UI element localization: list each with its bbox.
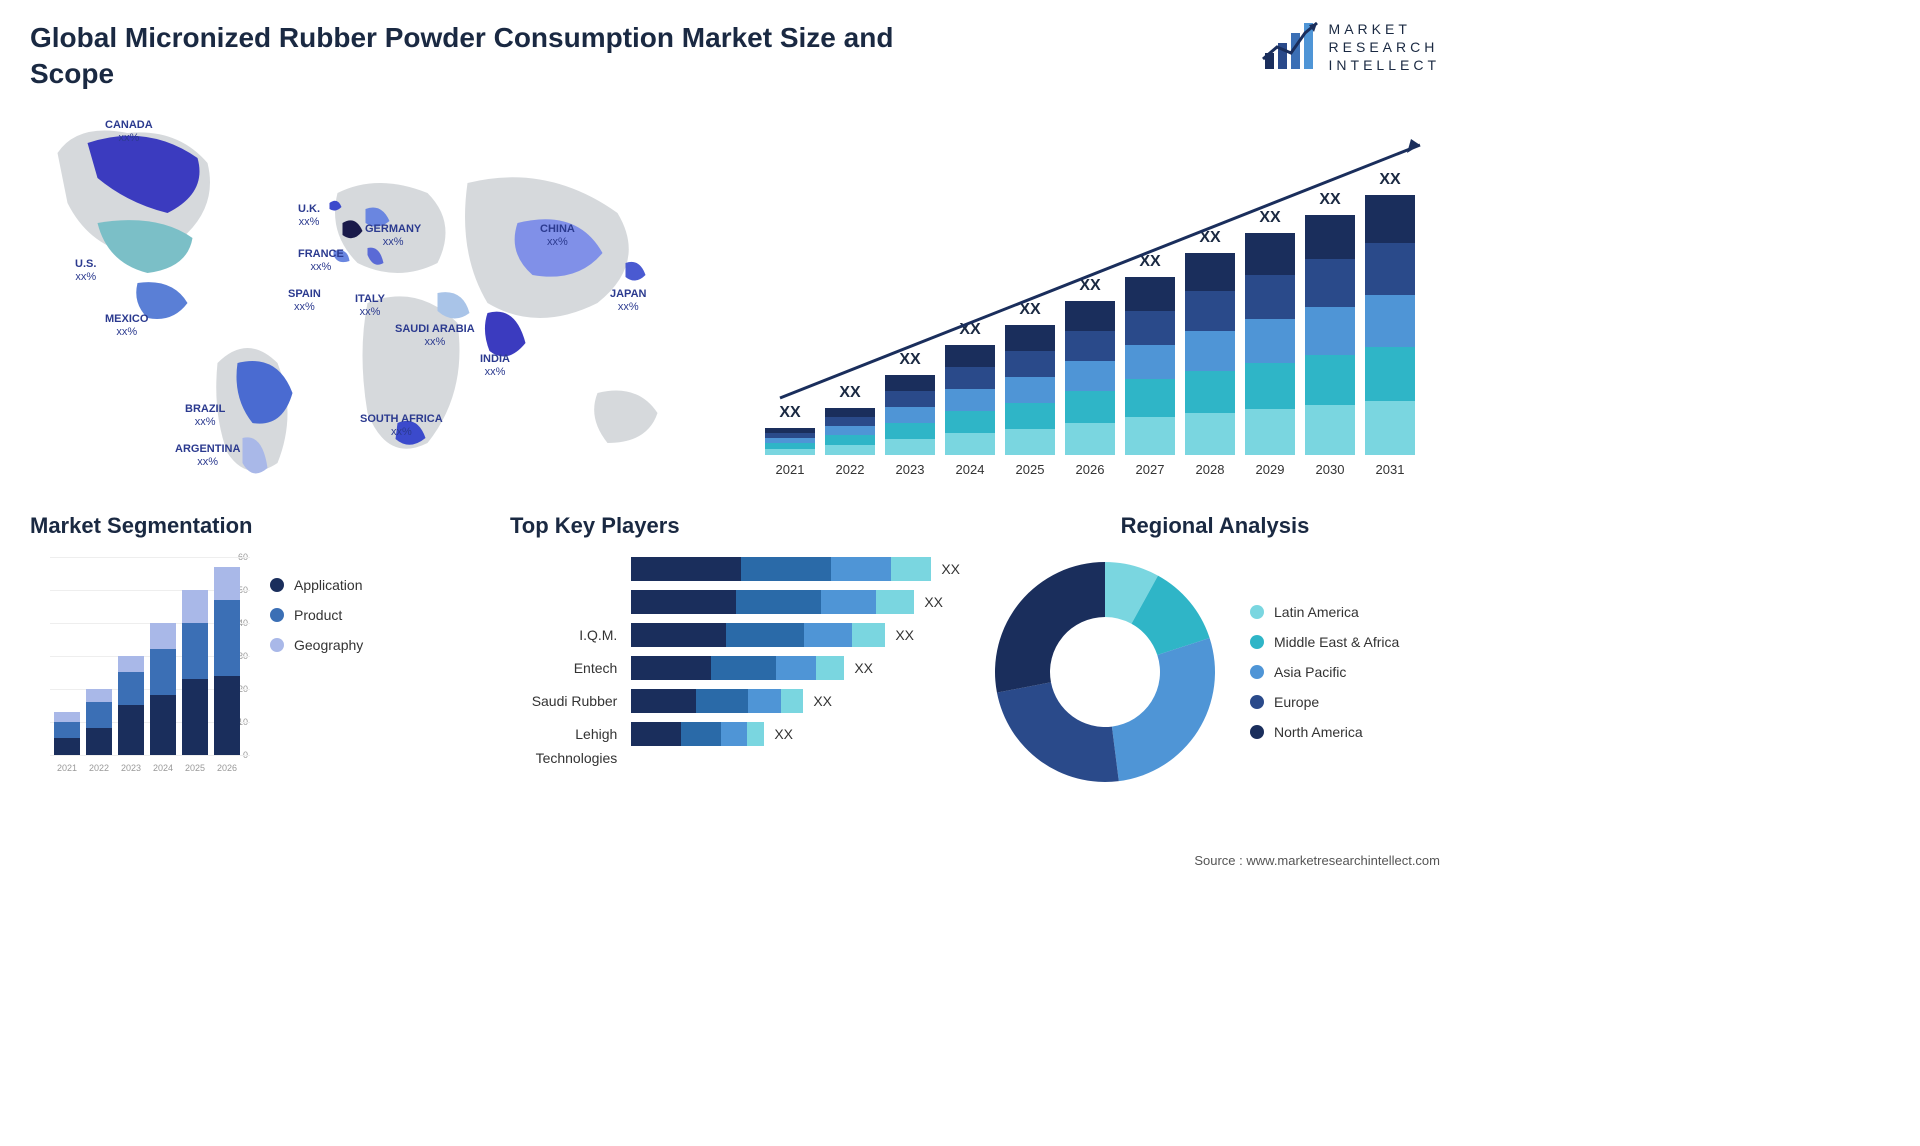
key-players-labels: I.Q.M. Entech Saudi Rubber Lehigh Technolog… xyxy=(510,557,617,746)
map-label: ITALYxx% xyxy=(355,293,385,319)
kp-bar-row: XX xyxy=(631,656,960,680)
legend-swatch-icon xyxy=(270,638,284,652)
legend-item: Product xyxy=(270,607,363,623)
legend-item: Latin America xyxy=(1250,604,1399,620)
logo-text: MARKET RESEARCH INTELLECT xyxy=(1329,20,1440,75)
source-text: Source : www.marketresearchintellect.com xyxy=(1194,853,1440,868)
kp-value: XX xyxy=(895,627,914,643)
trend-arrow-icon xyxy=(765,103,1445,483)
logo-line2: RESEARCH xyxy=(1329,38,1440,56)
world-map-panel: CANADAxx% U.S.xx% MEXICOxx% BRAZILxx% ARGENT… xyxy=(30,103,705,483)
segmentation-chart: 0102030405060202120222023202420252026 xyxy=(30,557,250,777)
kp-value: XX xyxy=(813,693,832,709)
map-label: ARGENTINAxx% xyxy=(175,443,240,469)
segmentation-panel: Market Segmentation 01020304050602021202… xyxy=(30,513,480,787)
seg-xlabels: 202120222023202420252026 xyxy=(54,763,250,773)
legend-label: Geography xyxy=(294,637,363,653)
kp-value: XX xyxy=(924,594,943,610)
kp-bar xyxy=(631,722,764,746)
legend-swatch-icon xyxy=(270,578,284,592)
kp-label: Saudi Rubber xyxy=(510,689,617,713)
legend-label: Application xyxy=(294,577,363,593)
legend-label: Asia Pacific xyxy=(1274,664,1346,680)
kp-bar-row: XX xyxy=(631,557,960,581)
map-label: FRANCExx% xyxy=(298,248,344,274)
kp-value: XX xyxy=(854,660,873,676)
kp-bar xyxy=(631,689,803,713)
legend-item: Geography xyxy=(270,637,363,653)
map-label: U.K.xx% xyxy=(298,203,320,229)
logo-mark-icon xyxy=(1259,21,1319,74)
logo-line1: MARKET xyxy=(1329,20,1440,38)
map-label: GERMANYxx% xyxy=(365,223,421,249)
kp-bar xyxy=(631,590,914,614)
key-players-bars: XX XX XX XX XX XX xyxy=(631,557,960,746)
top-row: CANADAxx% U.S.xx% MEXICOxx% BRAZILxx% ARGENT… xyxy=(30,103,1440,483)
map-label: SPAINxx% xyxy=(288,288,321,314)
seg-bars xyxy=(54,557,250,755)
kp-label xyxy=(510,590,617,614)
map-label: CHINAxx% xyxy=(540,223,575,249)
legend-swatch-icon xyxy=(1250,665,1264,679)
kp-bar xyxy=(631,557,931,581)
legend-label: Latin America xyxy=(1274,604,1359,620)
seg-bar xyxy=(150,623,176,755)
map-label: CANADAxx% xyxy=(105,119,153,145)
map-label: SAUDI ARABIAxx% xyxy=(395,323,475,349)
legend-swatch-icon xyxy=(1250,695,1264,709)
legend-label: Product xyxy=(294,607,342,623)
legend-swatch-icon xyxy=(1250,725,1264,739)
seg-bar xyxy=(118,656,144,755)
regional-legend: Latin America Middle East & Africa Asia Pa… xyxy=(1250,604,1399,740)
map-label: BRAZILxx% xyxy=(185,403,225,429)
kp-value: XX xyxy=(941,561,960,577)
kp-bar xyxy=(631,623,885,647)
kp-label: Entech xyxy=(510,656,617,680)
kp-label xyxy=(510,557,617,581)
growth-chart-panel: 2021XX2022XX2023XX2024XX2025XX2026XX2027… xyxy=(745,103,1440,483)
kp-bar-row: XX xyxy=(631,689,960,713)
legend-label: Europe xyxy=(1274,694,1319,710)
legend-item: Application xyxy=(270,577,363,593)
legend-swatch-icon xyxy=(270,608,284,622)
logo-line3: INTELLECT xyxy=(1329,56,1440,74)
seg-gridline xyxy=(50,755,250,756)
legend-item: Middle East & Africa xyxy=(1250,634,1399,650)
seg-bar xyxy=(54,712,80,755)
brand-logo: MARKET RESEARCH INTELLECT xyxy=(1259,20,1440,75)
seg-bar xyxy=(214,567,240,755)
seg-bar xyxy=(182,590,208,755)
legend-item: North America xyxy=(1250,724,1399,740)
legend-label: Middle East & Africa xyxy=(1274,634,1399,650)
kp-label: I.Q.M. xyxy=(510,623,617,647)
kp-label: Lehigh Technologies xyxy=(510,722,617,746)
page-title: Global Micronized Rubber Powder Consumpt… xyxy=(30,20,930,93)
kp-bar-row: XX xyxy=(631,623,960,647)
segmentation-legend: Application Product Geography xyxy=(270,557,363,777)
map-label: U.S.xx% xyxy=(75,258,96,284)
legend-label: North America xyxy=(1274,724,1363,740)
map-label: SOUTH AFRICAxx% xyxy=(360,413,443,439)
legend-item: Europe xyxy=(1250,694,1399,710)
kp-value: XX xyxy=(774,726,793,742)
key-players-title: Top Key Players xyxy=(510,513,960,539)
map-label: MEXICOxx% xyxy=(105,313,148,339)
regional-title: Regional Analysis xyxy=(990,513,1440,539)
key-players-panel: Top Key Players I.Q.M. Entech Saudi Rubber… xyxy=(510,513,960,787)
legend-item: Asia Pacific xyxy=(1250,664,1399,680)
legend-swatch-icon xyxy=(1250,605,1264,619)
seg-bar xyxy=(86,689,112,755)
map-label: INDIAxx% xyxy=(480,353,510,379)
kp-bar-row: XX xyxy=(631,590,960,614)
legend-swatch-icon xyxy=(1250,635,1264,649)
map-label: JAPANxx% xyxy=(610,288,646,314)
regional-panel: Regional Analysis Latin America Middle Ea… xyxy=(990,513,1440,787)
header: Global Micronized Rubber Powder Consumpt… xyxy=(30,20,1440,93)
segmentation-title: Market Segmentation xyxy=(30,513,480,539)
regional-donut-chart xyxy=(990,557,1220,787)
kp-bar-row: XX xyxy=(631,722,960,746)
kp-bar xyxy=(631,656,844,680)
bottom-row: Market Segmentation 01020304050602021202… xyxy=(30,513,1440,787)
